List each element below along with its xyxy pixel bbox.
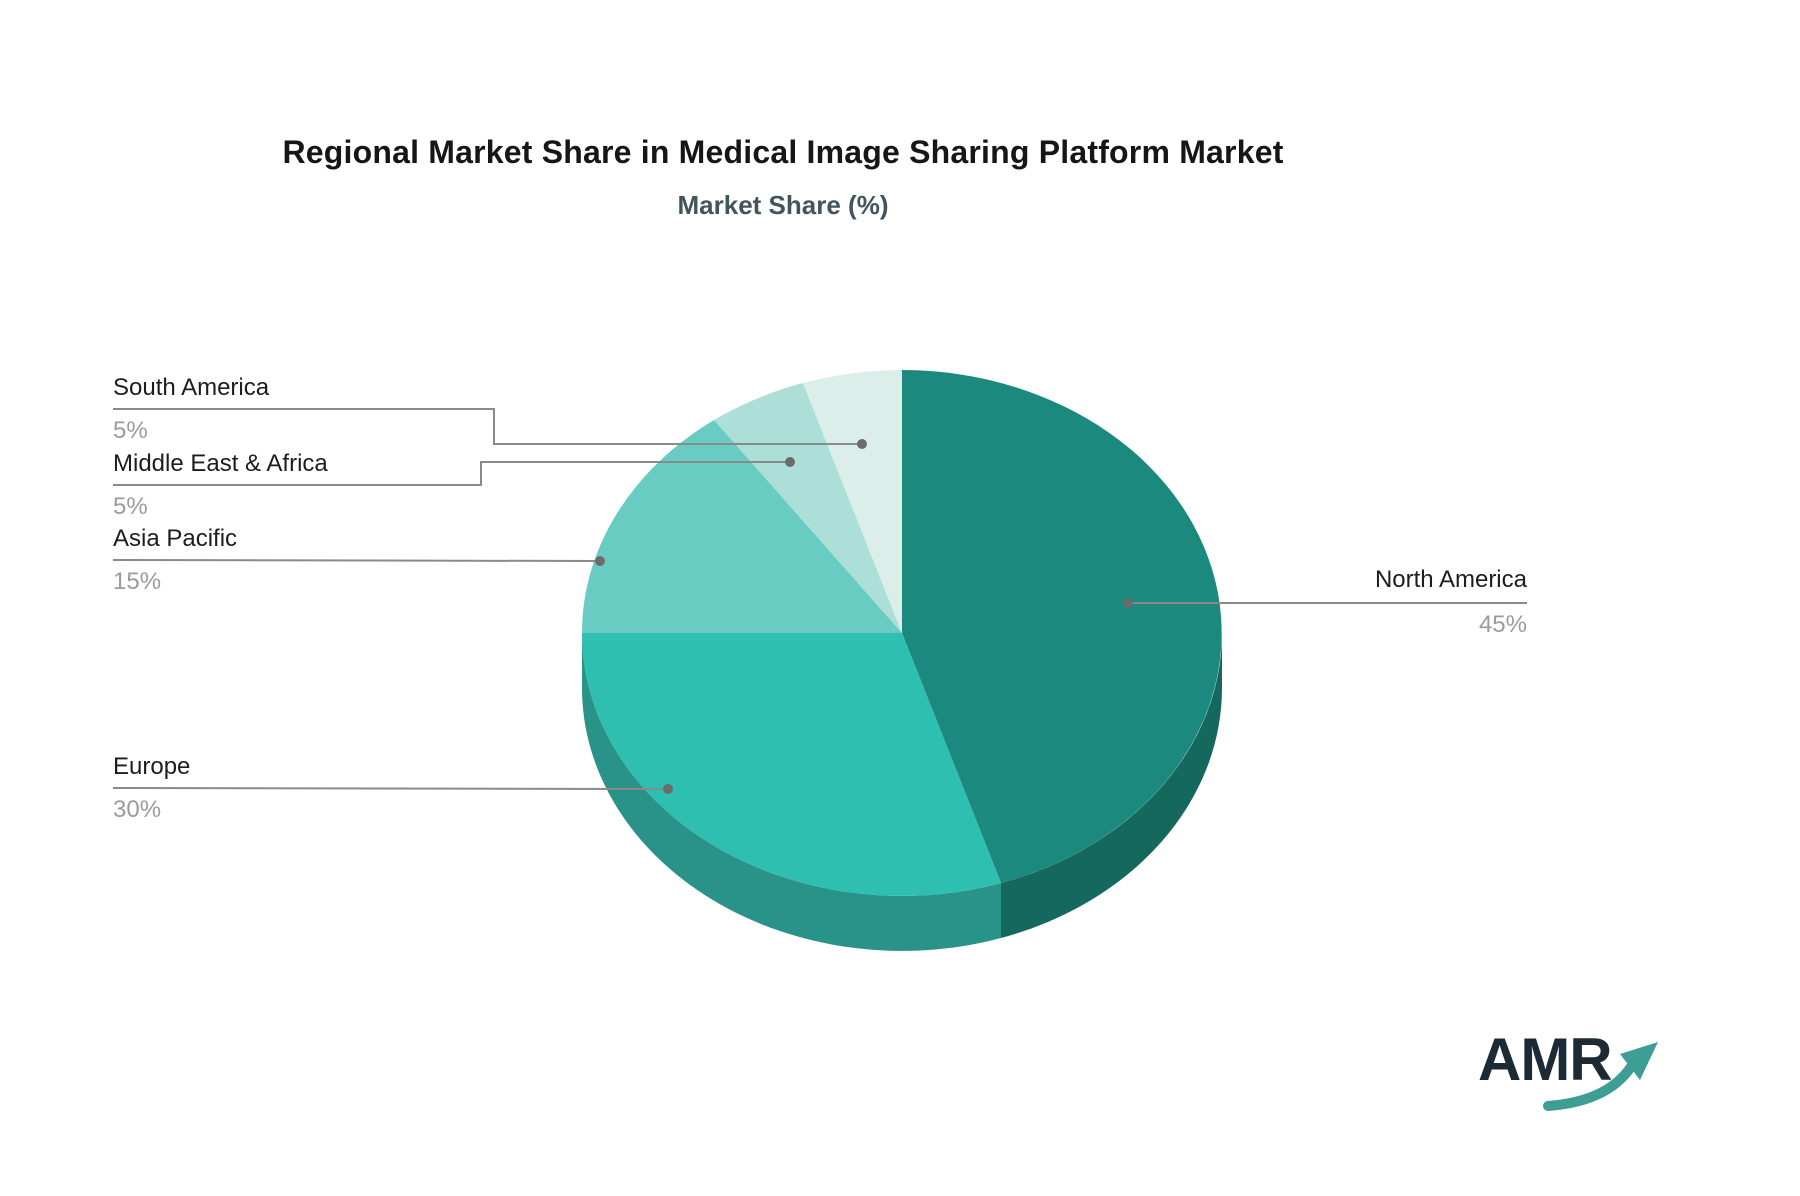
pie-slice-middle-east-africa[interactable] xyxy=(714,383,902,633)
value-asia-pacific: 15% xyxy=(113,568,162,595)
label-north-america: North America xyxy=(1374,566,1527,593)
amr-logo-text: AMR xyxy=(1478,1026,1613,1093)
label-middle-east-africa: Middle East & Africa xyxy=(113,450,328,477)
pie-slice-asia-pacific[interactable] xyxy=(581,420,902,633)
leader-dot-middle-east-africa xyxy=(785,457,795,467)
leader-line-europe xyxy=(112,787,669,790)
value-north-america: 45% xyxy=(1478,611,1527,638)
leader-dot-north-america xyxy=(1123,598,1133,608)
leader-line-south-america xyxy=(113,408,862,445)
label-europe: Europe xyxy=(113,753,191,780)
amr-logo-arrow-icon xyxy=(1543,1042,1658,1111)
value-middle-east-africa: 5% xyxy=(113,493,148,520)
chart-title: Regional Market Share in Medical Image S… xyxy=(282,134,1284,170)
leader-dot-europe xyxy=(663,784,673,794)
label-asia-pacific: Asia Pacific xyxy=(113,525,238,552)
pie-slice-north-america[interactable] xyxy=(902,370,1222,883)
pie-side-north-america xyxy=(1001,633,1222,938)
leader-dot-south-america xyxy=(857,439,867,449)
value-south-america: 5% xyxy=(113,417,148,444)
chart-subtitle: Market Share (%) xyxy=(677,190,889,220)
value-europe: 30% xyxy=(113,796,162,823)
leader-dot-asia-pacific xyxy=(595,556,605,566)
pie-slice-europe[interactable] xyxy=(582,633,1001,896)
amr-logo: AMR xyxy=(1478,1030,1678,1120)
label-south-america: South America xyxy=(113,374,270,401)
leader-line-middle-east-africa xyxy=(113,461,790,486)
pie-side-europe xyxy=(582,633,1001,951)
pie-slice-south-america[interactable] xyxy=(803,370,902,633)
leader-line-asia-pacific xyxy=(112,559,601,562)
